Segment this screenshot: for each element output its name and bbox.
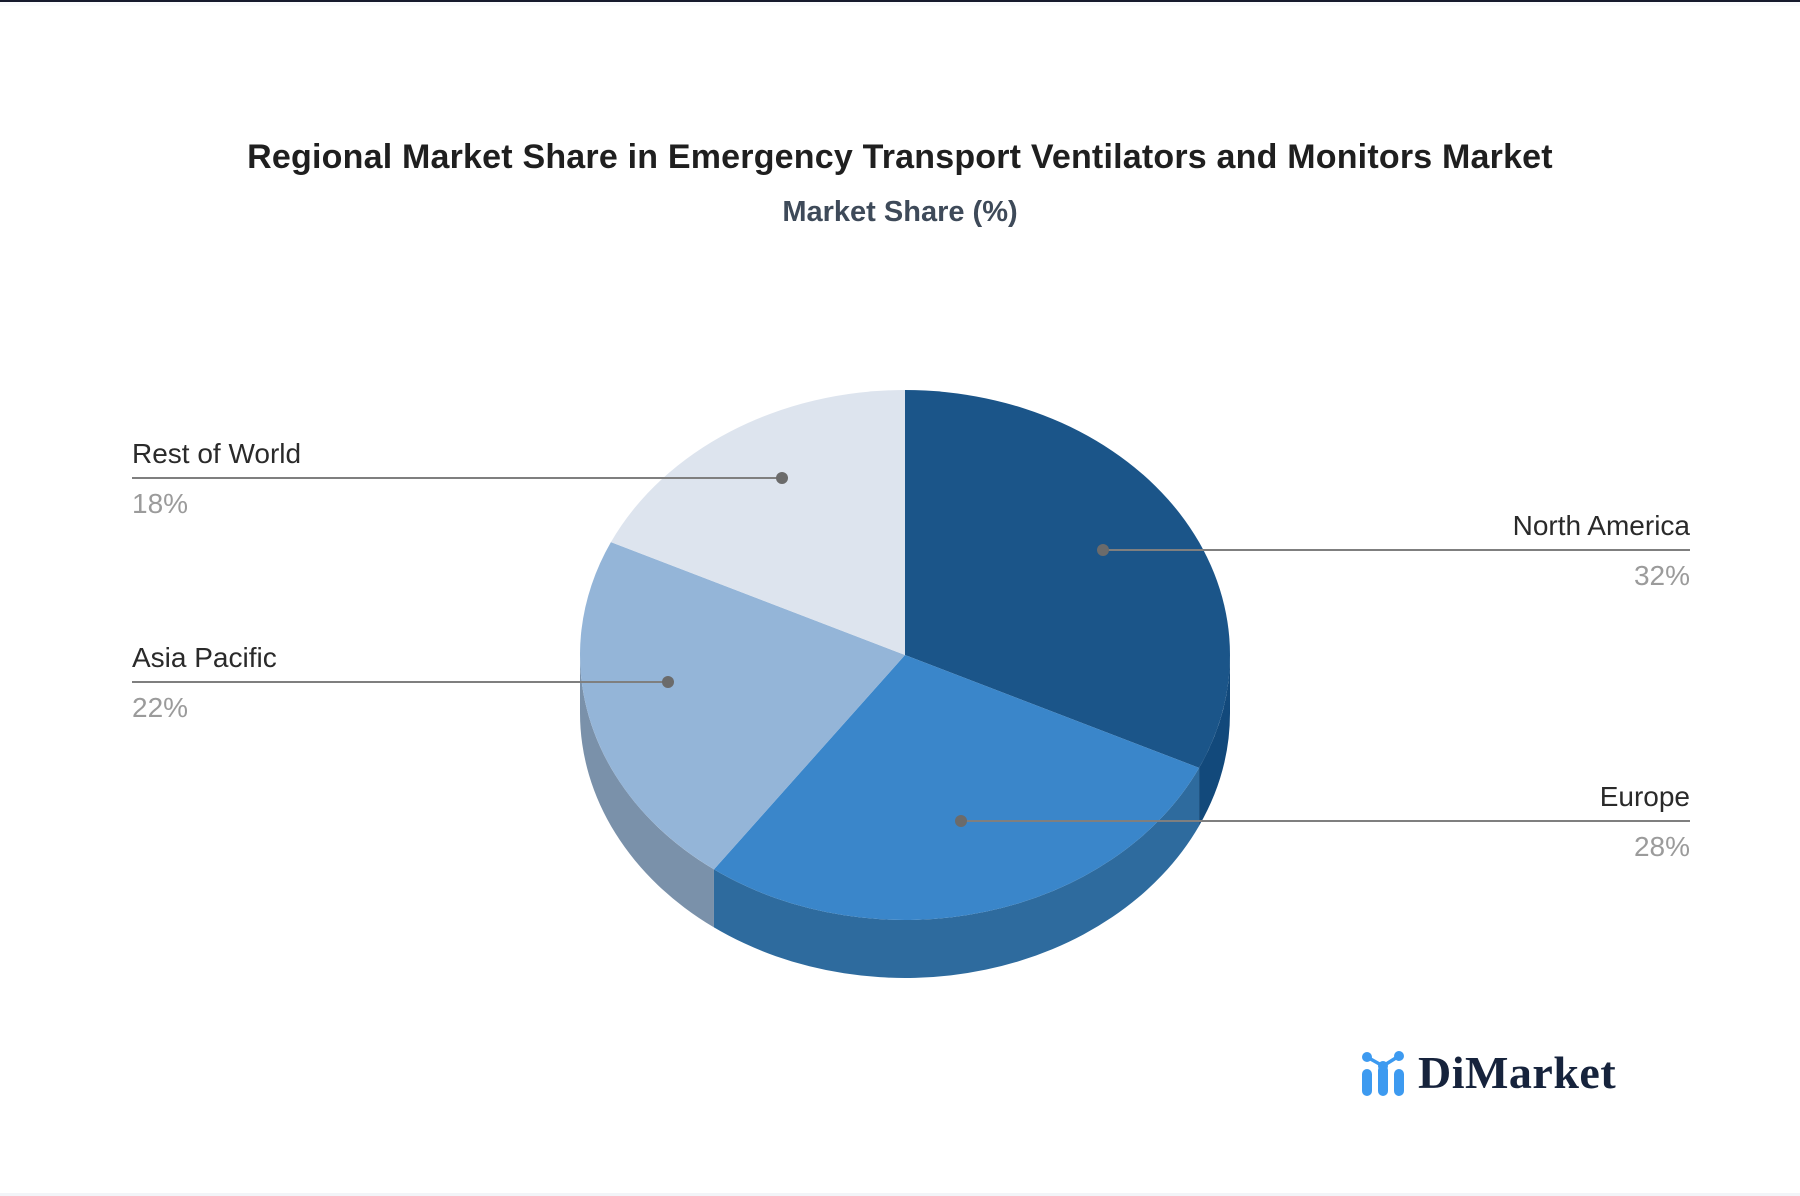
pie-slice-side-europe	[713, 767, 1200, 979]
top-border	[0, 0, 1800, 2]
pie-slice-side-north-america	[1199, 655, 1230, 826]
leader-dot-north-america	[1097, 544, 1109, 556]
pie-slice-europe[interactable]	[713, 655, 1200, 920]
logo: DiMarket	[1360, 1040, 1650, 1104]
leader-dot-asia-pacific	[662, 676, 674, 688]
slice-percent-europe: 28%	[1633, 831, 1690, 862]
pie-slice-north-america[interactable]	[905, 390, 1230, 768]
chart-title: Regional Market Share in Emergency Trans…	[247, 138, 1553, 176]
slice-label-north-america: North America	[1512, 510, 1690, 541]
leader-dot-rest-of-world	[776, 472, 788, 484]
slice-percent-rest-of-world: 18%	[132, 488, 189, 519]
pie-slice-side-asia-pacific	[580, 655, 714, 928]
leader-dot-europe	[955, 815, 967, 827]
slice-percent-north-america: 32%	[1633, 560, 1690, 591]
slice-label-europe: Europe	[1599, 781, 1690, 812]
bar-line-chart-icon	[1362, 1051, 1404, 1096]
top-border-tint	[0, 2, 1800, 6]
pie-slice-rest-of-world[interactable]	[610, 390, 905, 655]
bottom-border	[0, 1193, 1800, 1196]
slice-label-rest-of-world: Rest of World	[132, 438, 302, 469]
logo-text: DiMarket	[1418, 1046, 1617, 1098]
pie-slice-asia-pacific[interactable]	[580, 542, 905, 870]
slice-label-asia-pacific: Asia Pacific	[132, 642, 277, 673]
chart-subtitle: Market Share (%)	[782, 196, 1018, 228]
slice-percent-asia-pacific: 22%	[132, 692, 189, 723]
